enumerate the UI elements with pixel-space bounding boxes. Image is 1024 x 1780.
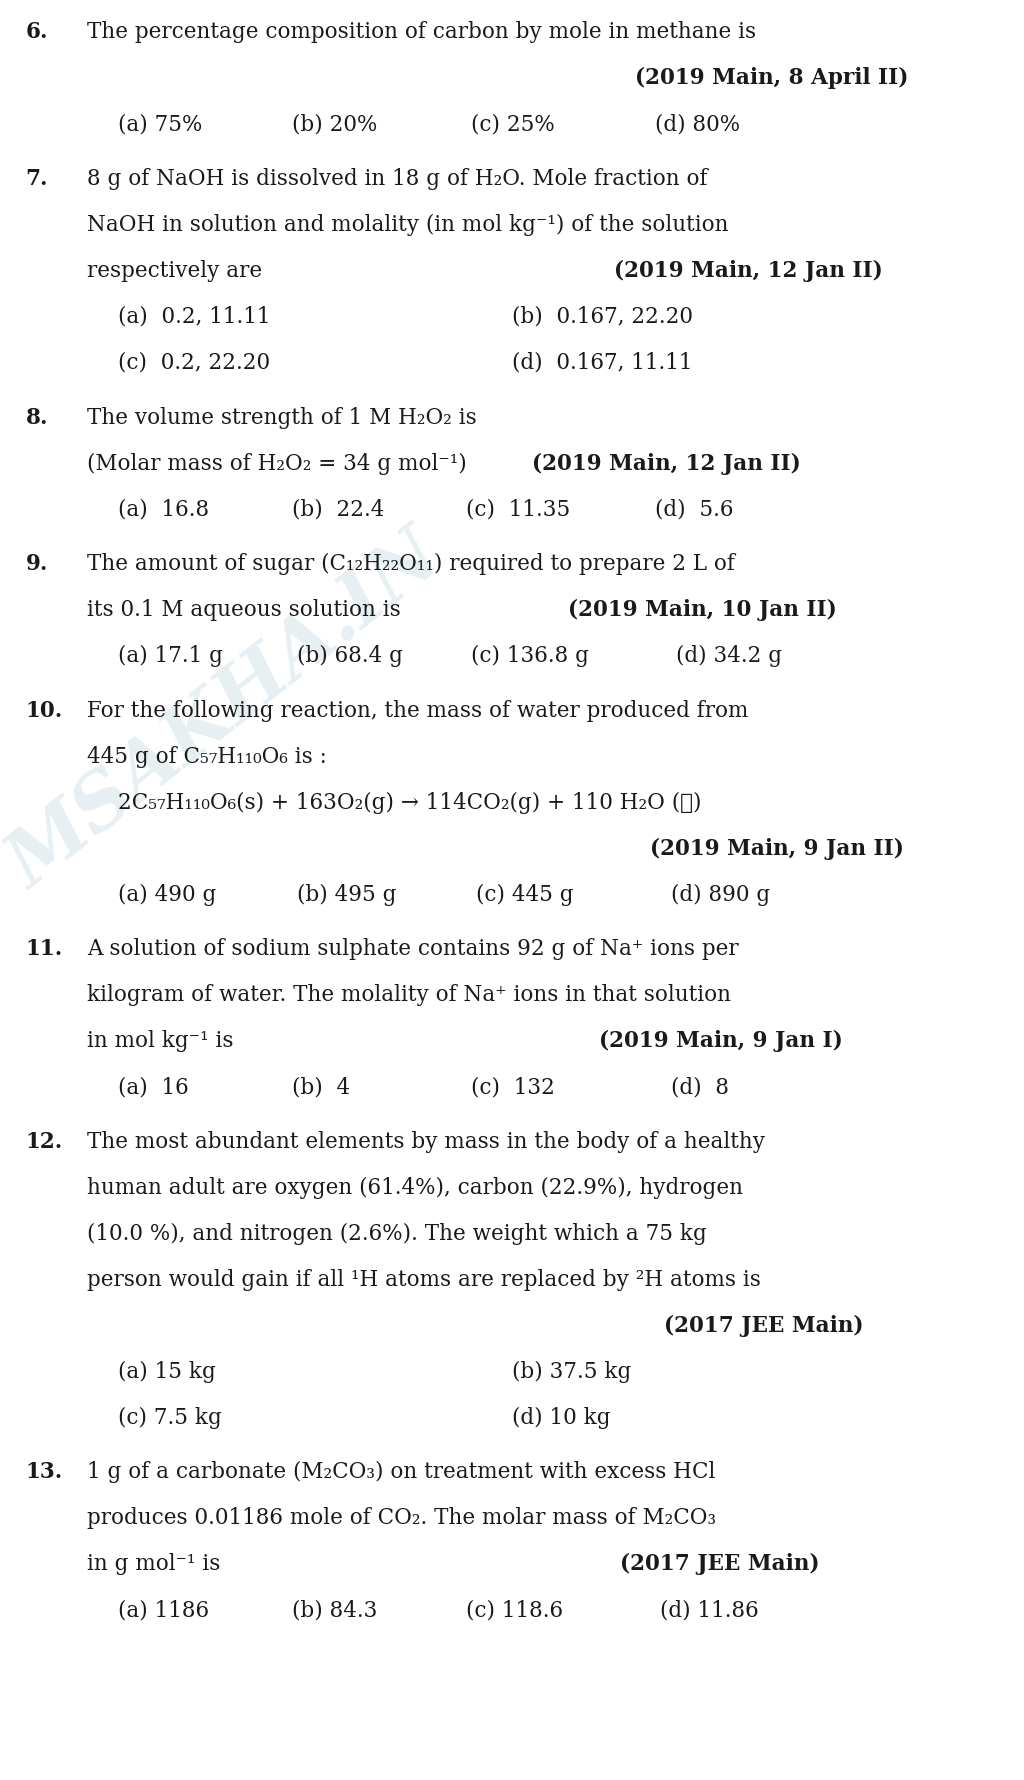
Text: NaOH in solution and molality (in mol kg⁻¹) of the solution: NaOH in solution and molality (in mol kg… (87, 214, 728, 237)
Text: (a)  16: (a) 16 (118, 1077, 188, 1098)
Text: its 0.1 M aqueous solution is: its 0.1 M aqueous solution is (87, 600, 400, 621)
Text: (c) 136.8 g: (c) 136.8 g (471, 644, 589, 668)
Text: (2019 Main, 12 Jan II): (2019 Main, 12 Jan II) (614, 260, 883, 281)
Text: (b) 37.5 kg: (b) 37.5 kg (512, 1360, 632, 1383)
Text: 6.: 6. (26, 21, 48, 43)
Text: (c) 7.5 kg: (c) 7.5 kg (118, 1406, 221, 1429)
Text: (d) 10 kg: (d) 10 kg (512, 1406, 610, 1429)
Text: (b)  22.4: (b) 22.4 (292, 498, 384, 520)
Text: 7.: 7. (26, 167, 48, 190)
Text: (b)  4: (b) 4 (292, 1077, 350, 1098)
Text: 1 g of a carbonate (M₂CO₃) on treatment with excess HCl: 1 g of a carbonate (M₂CO₃) on treatment … (87, 1461, 716, 1483)
Text: (a) 75%: (a) 75% (118, 114, 202, 135)
Text: in mol kg⁻¹ is: in mol kg⁻¹ is (87, 1031, 233, 1052)
Text: (d) 890 g: (d) 890 g (671, 883, 770, 906)
Text: The volume strength of 1 M H₂O₂ is: The volume strength of 1 M H₂O₂ is (87, 406, 477, 429)
Text: (c)  11.35: (c) 11.35 (466, 498, 570, 520)
Text: respectively are: respectively are (87, 260, 262, 281)
Text: (d)  0.167, 11.11: (d) 0.167, 11.11 (512, 352, 692, 374)
Text: A solution of sodium sulphate contains 92 g of Na⁺ ions per: A solution of sodium sulphate contains 9… (87, 938, 738, 961)
Text: (c)  132: (c) 132 (471, 1077, 555, 1098)
Text: person would gain if all ¹H atoms are replaced by ²H atoms is: person would gain if all ¹H atoms are re… (87, 1269, 761, 1290)
Text: (2019 Main, 12 Jan II): (2019 Main, 12 Jan II) (532, 452, 801, 475)
Text: 8.: 8. (26, 406, 48, 429)
Text: (2019 Main, 10 Jan II): (2019 Main, 10 Jan II) (568, 600, 837, 621)
Text: (2019 Main, 9 Jan I): (2019 Main, 9 Jan I) (599, 1031, 843, 1052)
Text: (c) 25%: (c) 25% (471, 114, 555, 135)
Text: (b)  0.167, 22.20: (b) 0.167, 22.20 (512, 306, 693, 328)
Text: (b) 84.3: (b) 84.3 (292, 1598, 377, 1622)
Text: (10.0 %), and nitrogen (2.6%). The weight which a 75 kg: (10.0 %), and nitrogen (2.6%). The weigh… (87, 1223, 707, 1244)
Text: (d)  8: (d) 8 (671, 1077, 729, 1098)
Text: (b) 20%: (b) 20% (292, 114, 377, 135)
Text: 13.: 13. (26, 1461, 62, 1483)
Text: (a) 1186: (a) 1186 (118, 1598, 209, 1622)
Text: (2017 JEE Main): (2017 JEE Main) (664, 1315, 863, 1337)
Text: The most abundant elements by mass in the body of a healthy: The most abundant elements by mass in th… (87, 1130, 765, 1153)
Text: (a) 490 g: (a) 490 g (118, 883, 216, 906)
Text: 8 g of NaOH is dissolved in 18 g of H₂O. Mole fraction of: 8 g of NaOH is dissolved in 18 g of H₂O.… (87, 167, 708, 190)
Text: (c)  0.2, 22.20: (c) 0.2, 22.20 (118, 352, 270, 374)
Text: (b) 495 g: (b) 495 g (297, 883, 396, 906)
Text: (c) 445 g: (c) 445 g (476, 883, 573, 906)
Text: For the following reaction, the mass of water produced from: For the following reaction, the mass of … (87, 700, 749, 723)
Text: human adult are oxygen (61.4%), carbon (22.9%), hydrogen: human adult are oxygen (61.4%), carbon (… (87, 1177, 743, 1200)
Text: 10.: 10. (26, 700, 62, 723)
Text: (d) 80%: (d) 80% (655, 114, 740, 135)
Text: produces 0.01186 mole of CO₂. The molar mass of M₂CO₃: produces 0.01186 mole of CO₂. The molar … (87, 1508, 716, 1529)
Text: MSAKHA.IN: MSAKHA.IN (0, 520, 457, 904)
Text: 9.: 9. (26, 554, 48, 575)
Text: (d) 11.86: (d) 11.86 (660, 1598, 759, 1622)
Text: 12.: 12. (26, 1130, 62, 1153)
Text: (a)  0.2, 11.11: (a) 0.2, 11.11 (118, 306, 270, 328)
Text: The amount of sugar (C₁₂H₂₂O₁₁) required to prepare 2 L of: The amount of sugar (C₁₂H₂₂O₁₁) required… (87, 554, 735, 575)
Text: 445 g of C₅₇H₁₁₀O₆ is :: 445 g of C₅₇H₁₁₀O₆ is : (87, 746, 327, 767)
Text: (Molar mass of H₂O₂ = 34 g mol⁻¹): (Molar mass of H₂O₂ = 34 g mol⁻¹) (87, 452, 467, 475)
Text: (2019 Main, 8 April II): (2019 Main, 8 April II) (635, 68, 908, 89)
Text: (2017 JEE Main): (2017 JEE Main) (620, 1554, 819, 1575)
Text: kilogram of water. The molality of Na⁺ ions in that solution: kilogram of water. The molality of Na⁺ i… (87, 984, 731, 1006)
Text: in g mol⁻¹ is: in g mol⁻¹ is (87, 1554, 220, 1575)
Text: (a) 17.1 g: (a) 17.1 g (118, 644, 223, 668)
Text: The percentage composition of carbon by mole in methane is: The percentage composition of carbon by … (87, 21, 756, 43)
Text: (d)  5.6: (d) 5.6 (655, 498, 734, 520)
Text: 2C₅₇H₁₁₀O₆(s) + 163O₂(g) → 114CO₂(g) + 110 H₂O (ℓ): 2C₅₇H₁₁₀O₆(s) + 163O₂(g) → 114CO₂(g) + 1… (118, 792, 701, 813)
Text: (c) 118.6: (c) 118.6 (466, 1598, 563, 1622)
Text: (a)  16.8: (a) 16.8 (118, 498, 209, 520)
Text: (2019 Main, 9 Jan II): (2019 Main, 9 Jan II) (650, 838, 904, 860)
Text: 11.: 11. (26, 938, 62, 961)
Text: (b) 68.4 g: (b) 68.4 g (297, 644, 403, 668)
Text: (d) 34.2 g: (d) 34.2 g (676, 644, 782, 668)
Text: (a) 15 kg: (a) 15 kg (118, 1360, 216, 1383)
